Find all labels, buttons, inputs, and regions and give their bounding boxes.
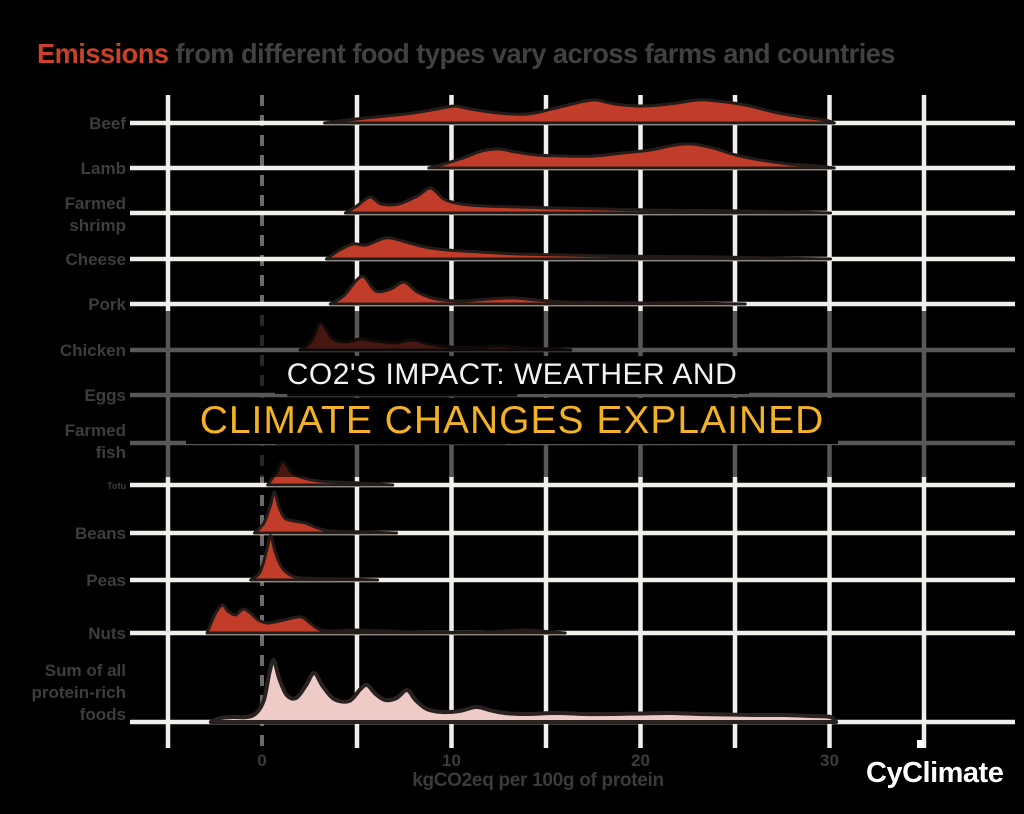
chart-title: Emissions from different food types vary… xyxy=(37,38,895,70)
cyclimate-logo: CyClimate xyxy=(866,757,1004,789)
row-label-eggs: Eggs xyxy=(84,386,126,405)
chart-title-rest: from different food types vary across fa… xyxy=(168,38,896,69)
headline-overlay: CO2'S IMPACT: WEATHER AND CLIMATE CHANGE… xyxy=(0,356,1024,444)
headline-line1: CO2'S IMPACT: WEATHER AND xyxy=(274,356,750,394)
x-tick-30: 30 xyxy=(820,751,839,770)
row-label-beans: Beans xyxy=(74,524,126,543)
row-label-pork: Pork xyxy=(88,295,126,314)
ridge-cheese xyxy=(324,236,832,261)
row-label-lamb: Lamb xyxy=(80,159,126,178)
dimming-band xyxy=(128,311,1024,477)
ridge-beans xyxy=(252,490,399,535)
ridge-pork xyxy=(328,274,747,306)
x-axis-title: kgCO2eq per 100g of protein xyxy=(412,770,664,791)
ridge-sum-of-all-protein-rich-foods xyxy=(208,657,839,724)
row-label-farmed: Farmed fish xyxy=(64,421,126,462)
row-label-cheese: Cheese xyxy=(65,250,126,269)
row-label-nuts: Nuts xyxy=(88,624,126,643)
row-label-farmed: Farmed shrimp xyxy=(64,194,126,235)
ridge-farmed-shrimp xyxy=(343,186,832,215)
x-tick-20: 20 xyxy=(631,751,650,770)
headline-line2: CLIMATE CHANGES EXPLAINED xyxy=(185,398,839,444)
ridge-lamb xyxy=(427,142,836,170)
ridge-nuts xyxy=(205,603,567,635)
row-label-tofu: Tofu xyxy=(107,481,126,491)
row-label-peas: Peas xyxy=(86,571,126,590)
ridge-peas xyxy=(249,534,380,582)
ridge-beef xyxy=(323,98,836,125)
logo-dot xyxy=(917,740,924,748)
x-tick-10: 10 xyxy=(442,751,461,770)
row-label-chicken: Chicken xyxy=(59,341,126,360)
chart-title-accent: Emissions xyxy=(37,38,169,69)
x-tick-0: 0 xyxy=(257,751,267,770)
row-label-sum-of-all: Sum of all protein-rich foods xyxy=(31,661,126,724)
row-label-beef: Beef xyxy=(89,114,126,133)
